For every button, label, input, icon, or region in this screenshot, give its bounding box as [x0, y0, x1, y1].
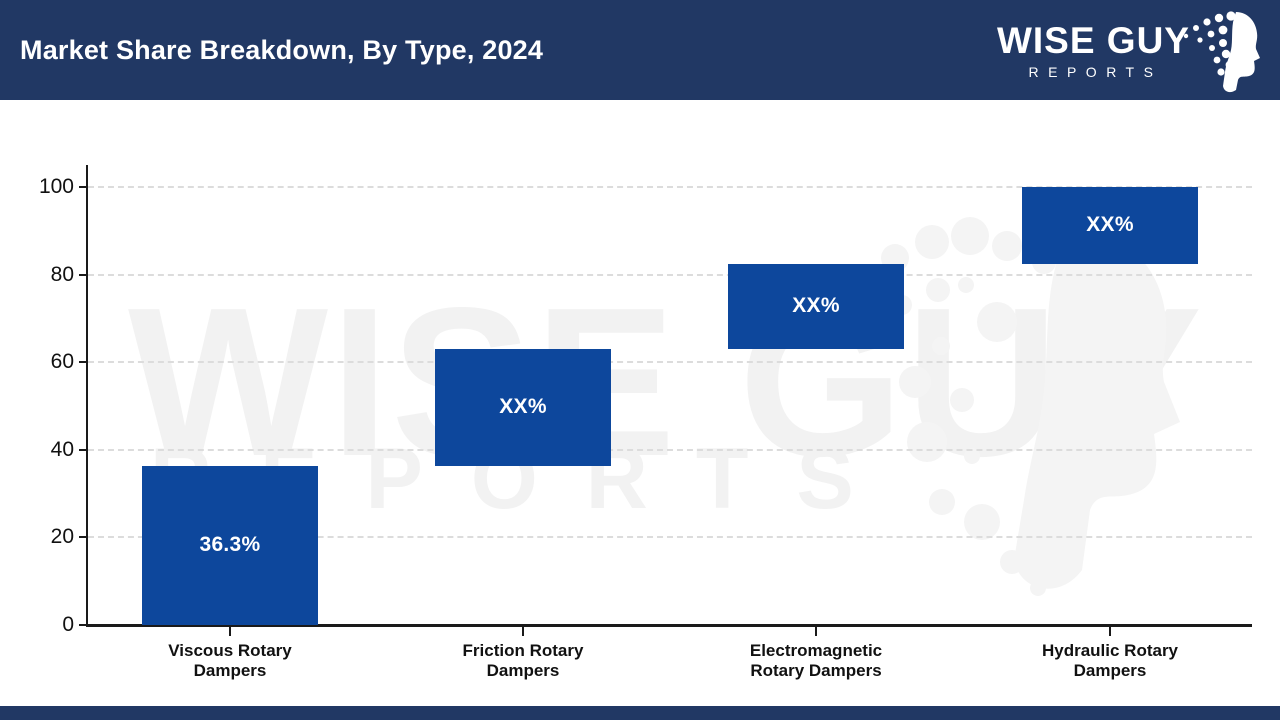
bar-value-label: 36.3% [199, 533, 261, 557]
chart-title: Market Share Breakdown, By Type, 2024 [20, 34, 544, 65]
header-bar: Market Share Breakdown, By Type, 2024 WI… [0, 0, 1280, 100]
bar-segment: XX% [1022, 187, 1198, 264]
gridline [88, 186, 1252, 188]
x-category-label-line: Rotary Dampers [750, 661, 882, 681]
bar-segment: XX% [435, 348, 611, 466]
x-category-label: Viscous Rotary Dampers [100, 641, 360, 682]
x-category-label-line: Hydraulic Rotary [1041, 640, 1179, 660]
x-category-label-line: Friction Rotary [462, 640, 584, 660]
y-tick-mark [79, 186, 88, 188]
y-tick-mark [79, 623, 88, 626]
y-tick-mark [79, 273, 88, 276]
y-axis-line [86, 165, 88, 627]
logo-dotted-head-icon [1183, 11, 1260, 93]
logo-text: WISE GUY REPORTS [997, 22, 1190, 79]
x-tick-mark [229, 627, 231, 636]
x-category-label-line: Dampers [486, 661, 560, 681]
bar-value-label: XX% [499, 395, 547, 419]
y-tick-label: 100 [38, 175, 74, 198]
x-category-label: Friction Rotary Dampers [393, 641, 653, 682]
gridline [88, 536, 1252, 538]
bar-segment: XX% [728, 263, 904, 349]
bar-value-label: XX% [1086, 213, 1134, 237]
logo-subtitle: REPORTS [1028, 63, 1163, 80]
wise-guy-logo: WISE GUY REPORTS [997, 6, 1260, 94]
x-tick-mark [1109, 627, 1111, 636]
x-category-label-line: Dampers [1073, 661, 1147, 681]
x-category-label-line: Dampers [193, 661, 267, 681]
y-tick-mark [79, 536, 88, 538]
x-category-label: Hydraulic Rotary Dampers [980, 641, 1240, 682]
logo-wordmark: WISE GUY [996, 19, 1190, 61]
y-tick-label: 60 [50, 350, 74, 373]
x-category-label-line: Electromagnetic [749, 640, 883, 660]
y-tick-label: 0 [62, 612, 74, 636]
y-tick-mark [79, 448, 88, 451]
bar-segment: 36.3% [142, 465, 318, 625]
x-category-label: Electromagnetic Rotary Dampers [686, 641, 946, 682]
x-axis-line [86, 624, 1252, 627]
bar-value-label: XX% [792, 294, 840, 318]
x-category-label-line: Viscous Rotary [168, 640, 292, 660]
gridline [88, 273, 1252, 276]
gridline [88, 448, 1252, 451]
y-tick-label: 80 [50, 262, 74, 286]
y-tick-mark [79, 361, 88, 363]
footer-bar [0, 706, 1280, 720]
x-tick-mark [522, 627, 524, 636]
x-tick-mark [815, 627, 817, 636]
gridline [88, 361, 1252, 363]
y-tick-label: 40 [50, 437, 74, 461]
y-tick-label: 20 [50, 525, 74, 548]
